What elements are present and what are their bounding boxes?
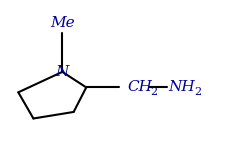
Text: 2: 2 [150, 87, 157, 97]
Text: Me: Me [50, 16, 74, 30]
Text: N: N [55, 65, 69, 79]
Text: 2: 2 [193, 87, 201, 97]
Text: CH: CH [128, 80, 152, 94]
Text: NH: NH [168, 80, 194, 94]
